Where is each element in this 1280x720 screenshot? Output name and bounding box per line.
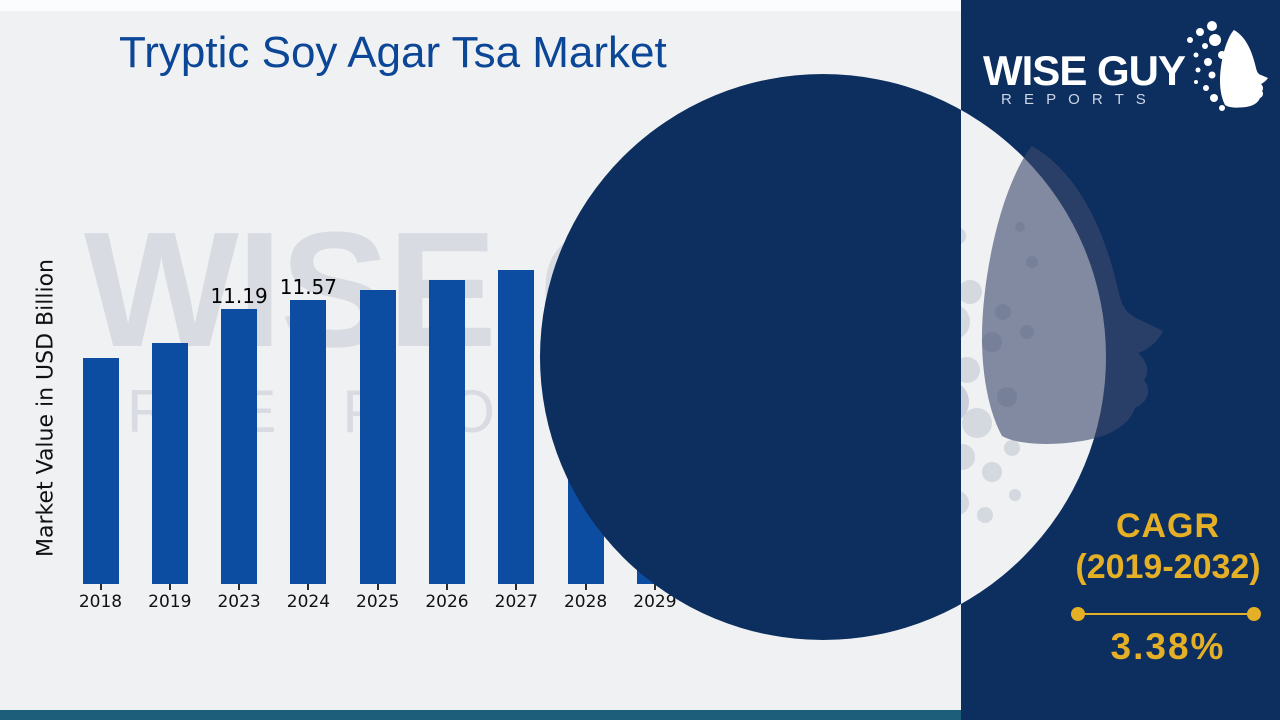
x-tick-2031 (792, 584, 795, 590)
x-tick-2023 (238, 584, 241, 590)
x-tick-2024 (307, 584, 310, 590)
cagr-value: 3.38% (1110, 626, 1226, 667)
x-tick-label-2025: 2025 (356, 592, 400, 612)
bar-value-label-2023: 11.19 (210, 284, 268, 308)
x-tick-label-2029: 2029 (633, 592, 677, 612)
x-tick-label-2031: 2031 (771, 592, 816, 612)
bar-2030 (706, 237, 743, 584)
x-tick-2032 (861, 584, 864, 590)
bar-2032 (844, 213, 881, 584)
bar-2023 (221, 309, 258, 584)
bar-2029 (636, 248, 673, 584)
x-tick-label-2018: 2018 (78, 592, 123, 612)
x-tick-2018 (99, 584, 102, 590)
x-tick-label-2027: 2027 (494, 592, 538, 612)
x-tick-2019 (168, 584, 171, 590)
logo-face-dots (1187, 21, 1226, 111)
logo-face-icon (1220, 30, 1268, 108)
cagr-range: (2019-2032) (1075, 548, 1261, 586)
cagr-title: CAGR (1115, 507, 1221, 545)
x-tick-label-2032: 2032 (841, 592, 885, 612)
bar-2018 (82, 358, 119, 584)
x-tick-2026 (446, 584, 448, 590)
bar-2028 (567, 259, 604, 584)
x-tick-label-2024: 2024 (286, 592, 331, 612)
x-tick-2025 (376, 584, 379, 590)
top-strip (0, 0, 1280, 11)
x-tick-label-2019: 2019 (148, 592, 192, 612)
bar-2019 (151, 343, 188, 584)
bar-value-label-2024: 11.57 (279, 275, 338, 299)
x-tick-2030 (723, 584, 726, 590)
bar-2025 (359, 290, 396, 584)
bar-value-label-2032: 15.1 (840, 188, 886, 212)
face-silhouette (981, 146, 1163, 444)
x-tick-label-2028: 2028 (563, 592, 608, 612)
x-tick-2028 (584, 584, 587, 590)
x-tick-2027 (515, 584, 518, 590)
x-tick-label-2026: 2026 (425, 592, 469, 612)
x-tick-label-2023: 2023 (217, 592, 261, 612)
bar-2024 (290, 300, 327, 584)
watermark-dots-pattern (865, 182, 1038, 523)
logo-sub-text: R E P O R T S (1001, 91, 1150, 108)
y-axis-label: Market Value in USD Billion (33, 258, 59, 558)
bar-2031 (775, 225, 812, 584)
bar-2026 (429, 280, 465, 584)
cagr-line (1071, 607, 1261, 621)
bar-2027 (498, 270, 535, 584)
bottom-teal-strip (0, 710, 961, 720)
x-tick-label-2030: 2030 (702, 592, 746, 612)
page-title: Tryptic Soy Agar Tsa Market (119, 28, 667, 77)
x-tick-2029 (653, 584, 656, 590)
logo-brand-text: WISE GUY (983, 47, 1186, 94)
